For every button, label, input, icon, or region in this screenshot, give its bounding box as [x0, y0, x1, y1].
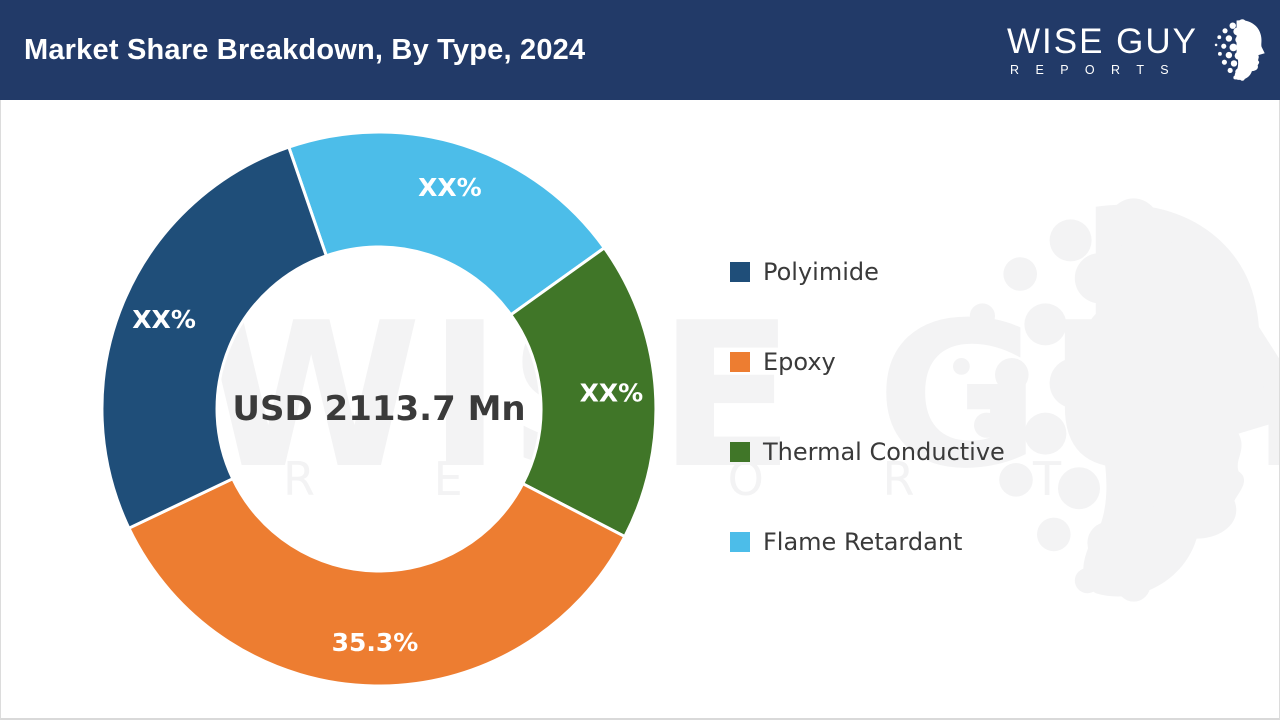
legend-item-epoxy: Epoxy	[730, 349, 1005, 375]
legend-label: Polyimide	[763, 258, 879, 286]
segment-percent-label: XX%	[132, 305, 196, 334]
page-title: Market Share Breakdown, By Type, 2024	[24, 33, 586, 66]
legend-label: Thermal Conductive	[763, 438, 1005, 466]
legend-swatch-icon	[730, 262, 750, 282]
logo-wordmark-main: WISE GUY	[1006, 21, 1198, 61]
logo-wordmark: WISE GUY R E P O R T S	[1007, 24, 1198, 77]
donut-segment-epoxy	[127, 477, 627, 688]
segment-percent-label: 35.3%	[332, 628, 419, 657]
chart-center-value: USD 2113.7 Mn	[232, 389, 526, 429]
face-logo-icon	[1214, 19, 1265, 81]
chart-legend: Polyimide Epoxy Thermal Conductive Flame Re…	[730, 259, 1005, 555]
legend-item-polyimide: Polyimide	[730, 259, 1005, 285]
legend-label: Flame Retardant	[763, 528, 963, 556]
legend-item-flame-retardant: Flame Retardant	[730, 529, 1005, 555]
donut-segment-flame-retardant	[287, 130, 606, 317]
donut-segment-polyimide	[100, 145, 328, 530]
segment-percent-label: XX%	[580, 379, 644, 408]
legend-label: Epoxy	[763, 348, 836, 376]
wise-guy-logo: WISE GUY R E P O R T S	[1007, 0, 1266, 100]
legend-item-thermal-conductive: Thermal Conductive	[730, 439, 1005, 465]
segment-percent-label: XX%	[418, 173, 482, 202]
legend-swatch-icon	[730, 532, 750, 552]
header-bar: Market Share Breakdown, By Type, 2024 WI…	[0, 0, 1280, 100]
logo-wordmark-sub: R E P O R T S	[1009, 62, 1176, 77]
legend-swatch-icon	[730, 352, 750, 372]
chart-area: WISE GUY R E P O R T S XX% XX% 35.3% XX% US…	[0, 100, 1280, 720]
legend-swatch-icon	[730, 442, 750, 462]
donut-segment-thermal-conductive	[509, 246, 658, 539]
donut-chart: XX% XX% 35.3% XX%	[100, 130, 658, 688]
